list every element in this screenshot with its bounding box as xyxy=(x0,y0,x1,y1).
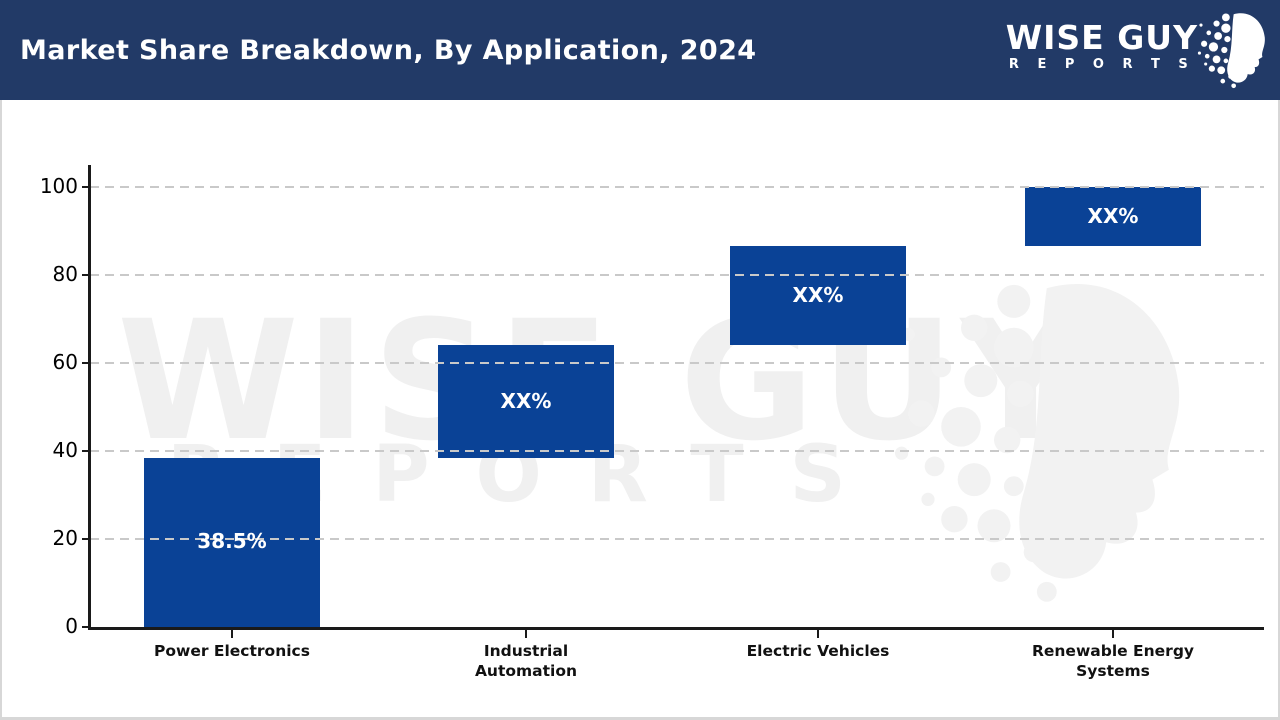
chart-canvas: WISE GUY REPORTS 0 20 40 60 80 100 38.5% Power … xyxy=(0,100,1280,720)
y-axis-tick-mark xyxy=(82,274,90,276)
x-axis xyxy=(88,627,1264,630)
x-axis-tick-mark xyxy=(231,629,233,638)
bar-value-label: 38.5% xyxy=(197,529,267,554)
bar-value-label: XX% xyxy=(500,388,552,413)
x-axis-tick-mark xyxy=(1112,629,1114,638)
gridline xyxy=(90,362,1264,364)
y-axis-tick-label: 100 xyxy=(39,174,78,198)
waterfall-bar xyxy=(730,246,906,346)
gridline xyxy=(90,274,1264,276)
watermark-face-icon xyxy=(895,283,1180,602)
y-axis-tick-label: 40 xyxy=(52,438,78,462)
y-axis-tick-label: 0 xyxy=(65,614,78,638)
waterfall-bar xyxy=(438,345,614,458)
bar-value-label: XX% xyxy=(1087,203,1139,228)
y-axis xyxy=(88,165,91,629)
waterfall-bar xyxy=(144,457,320,627)
y-axis-tick-mark xyxy=(82,450,90,452)
logo-subtitle: R E P O R T S xyxy=(1008,57,1195,72)
logo-text: WISE GUY R E P O R T S xyxy=(1006,20,1198,74)
x-axis-category-label: Electric Vehicles xyxy=(746,642,890,660)
x-axis-tick-mark xyxy=(817,629,819,638)
x-axis-category-label: Power Electronics xyxy=(154,642,310,660)
logo-face-icon xyxy=(1197,13,1265,89)
page-title: Market Share Breakdown, By Application, … xyxy=(20,34,757,66)
y-axis-tick-mark xyxy=(82,186,90,188)
x-axis-tick-mark xyxy=(525,629,527,638)
header-bar: Market Share Breakdown, By Application, … xyxy=(0,0,1280,100)
bar-value-label: XX% xyxy=(792,282,844,307)
gridline xyxy=(90,450,1264,452)
x-axis-category-label: Renewable Energy Systems xyxy=(1031,642,1195,680)
y-axis-tick-mark xyxy=(82,362,90,364)
waterfall-bar xyxy=(1025,187,1201,247)
y-axis-tick-label: 60 xyxy=(52,350,78,374)
logo-wordmark: WISE GUY xyxy=(1005,18,1198,57)
gridline xyxy=(90,538,1264,540)
x-axis-category-label: Industrial Automation xyxy=(474,642,578,680)
y-axis-tick-mark xyxy=(82,626,90,628)
y-axis-tick-label: 20 xyxy=(52,526,78,550)
y-axis-tick-label: 80 xyxy=(52,262,78,286)
y-axis-tick-mark xyxy=(82,538,90,540)
wise-guy-logo: WISE GUY R E P O R T S xyxy=(1006,6,1270,94)
gridline xyxy=(90,186,1264,188)
